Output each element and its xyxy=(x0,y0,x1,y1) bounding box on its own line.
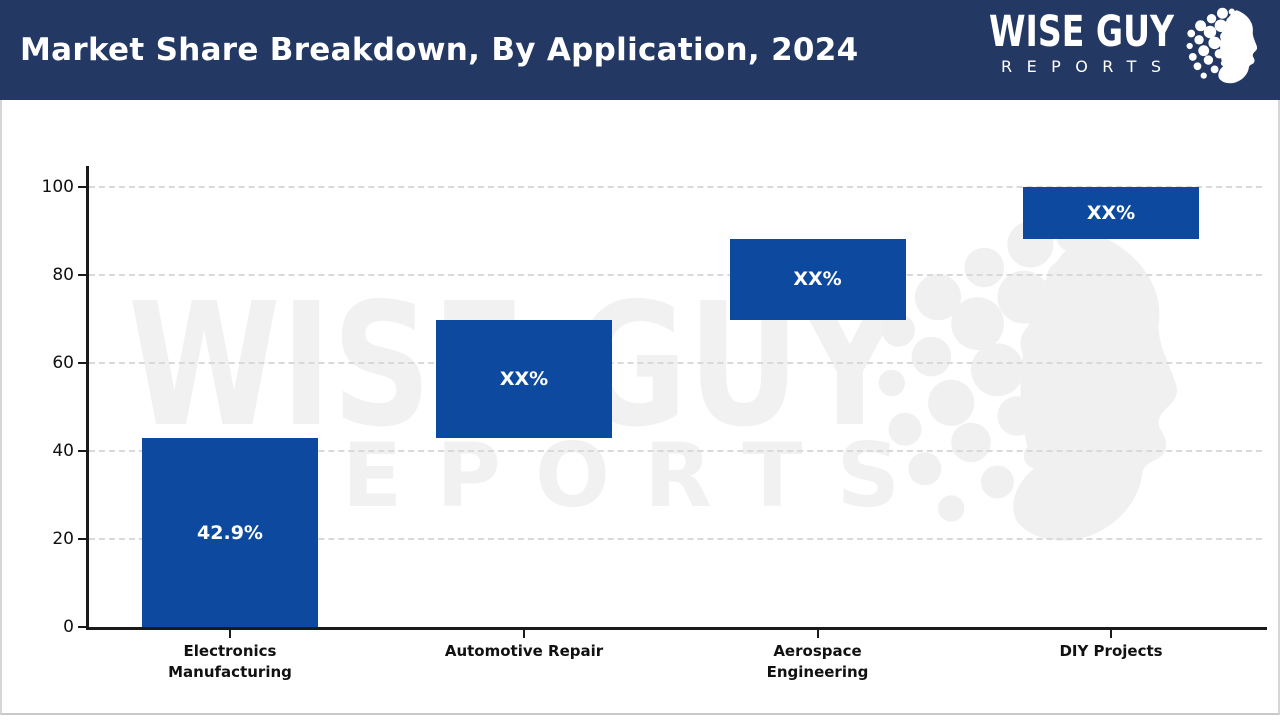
bar-value-label: XX% xyxy=(499,368,549,391)
gridline-80 xyxy=(89,274,1262,276)
gridline-60 xyxy=(89,362,1262,364)
watermark-line2: REPORTS xyxy=(240,424,900,527)
y-tick-label-0: 0 xyxy=(63,617,74,637)
y-tick-40 xyxy=(78,450,87,452)
x-label-line: DIY Projects xyxy=(1059,642,1163,660)
bar-electronics-manufacturing: 42.9% xyxy=(142,438,318,627)
x-label-aerospace-engineering: Aerospace Engineering xyxy=(688,641,948,683)
brand-logo: WISE GUY REPORTS xyxy=(987,2,1272,98)
y-tick-label-40: 40 xyxy=(52,441,74,461)
x-label-line: Engineering xyxy=(766,663,869,681)
x-label-diy-projects: DIY Projects xyxy=(981,641,1241,662)
y-tick-label-20: 20 xyxy=(52,529,74,549)
y-axis-spine xyxy=(86,166,89,630)
bar-value-label: 42.9% xyxy=(197,521,263,544)
y-tick-100 xyxy=(78,186,87,188)
x-tick-electronics-manufacturing xyxy=(229,630,231,638)
watermark-face-icon xyxy=(878,221,1177,541)
page-title: Market Share Breakdown, By Application, … xyxy=(20,32,859,68)
x-tick-automotive-repair xyxy=(523,630,525,638)
x-label-line: Aerospace xyxy=(773,642,862,660)
x-label-line: Automotive Repair xyxy=(444,642,604,660)
y-tick-label-80: 80 xyxy=(52,265,74,285)
wise-guy-logo: WISE GUY REPORTS xyxy=(989,7,1258,84)
header-bar: Market Share Breakdown, By Application, … xyxy=(0,0,1280,100)
logo-line1: WISE GUY xyxy=(989,7,1175,57)
bar-value-label: XX% xyxy=(793,268,842,291)
x-tick-diy-projects xyxy=(1110,630,1112,638)
x-label-line: Manufacturing xyxy=(168,663,292,681)
gridline-100 xyxy=(89,186,1262,188)
bar-diy-projects: XX% xyxy=(1023,187,1199,239)
bar-value-label: XX% xyxy=(1086,201,1136,224)
gridline-40 xyxy=(89,450,1262,452)
y-tick-0 xyxy=(78,626,87,628)
x-label-electronics-manufacturing: Electronics Manufacturing xyxy=(100,641,360,683)
bar-aerospace-engineering: XX% xyxy=(729,238,906,320)
x-tick-aerospace-engineering xyxy=(816,630,819,638)
gridline-20 xyxy=(89,538,1262,540)
y-tick-60 xyxy=(78,362,87,364)
x-label-automotive-repair: Automotive Repair xyxy=(394,641,654,662)
y-tick-label-100: 100 xyxy=(41,177,74,197)
x-label-line: Electronics xyxy=(183,642,277,660)
x-axis-spine xyxy=(86,627,1267,630)
y-tick-20 xyxy=(78,538,87,540)
y-tick-label-60: 60 xyxy=(52,353,74,373)
bar-automotive-repair: XX% xyxy=(436,319,612,439)
y-tick-80 xyxy=(78,274,87,276)
